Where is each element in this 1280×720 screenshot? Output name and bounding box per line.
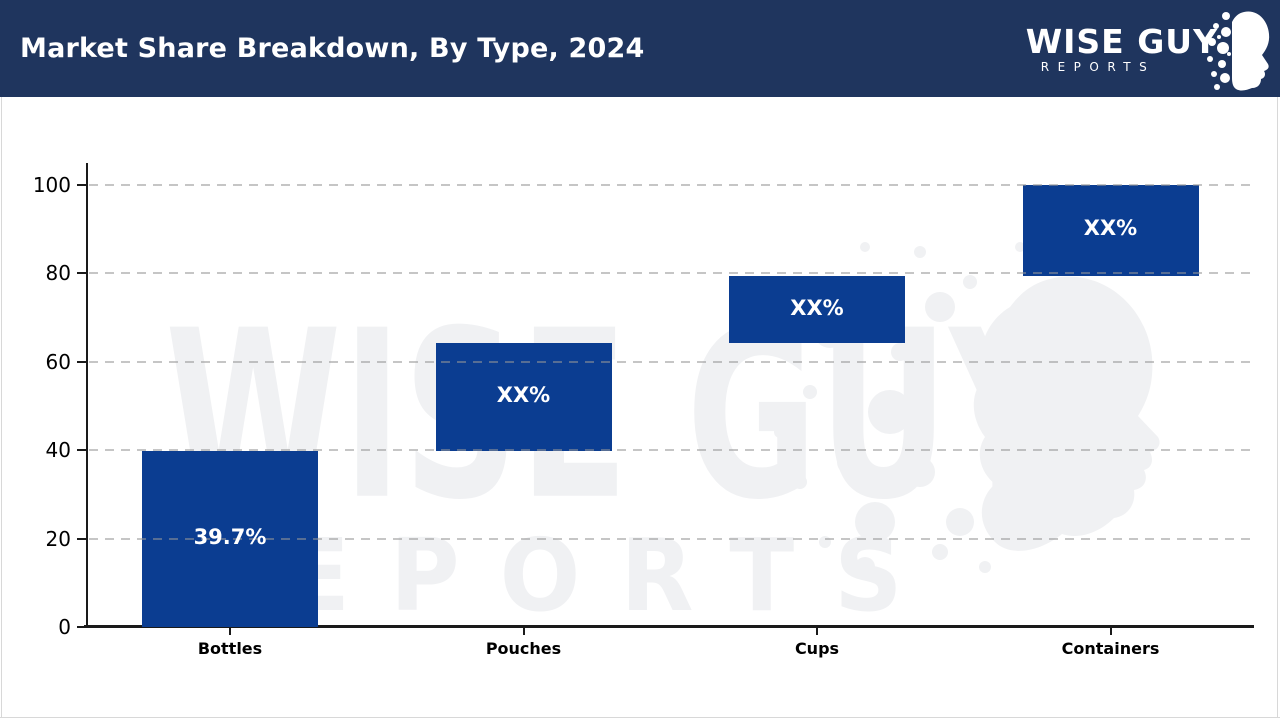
x-category-label: Pouches [485, 639, 562, 658]
page-title: Market Share Breakdown, By Type, 2024 [20, 33, 645, 64]
x-category-label: Containers [1061, 639, 1160, 658]
y-tick-mark [77, 272, 87, 274]
gridline-60 [89, 360, 1253, 363]
x-tick-mark [816, 627, 818, 635]
page-bottom-border [0, 717, 1280, 718]
logo-subtitle: REPORTS [1040, 59, 1156, 74]
logo-wordmark: WISE GUY [1025, 21, 1218, 61]
y-tick-label: 80 [45, 261, 71, 285]
x-axis-line [84, 625, 1254, 628]
bar-value-label: XX% [790, 295, 844, 320]
x-category-label: Bottles [197, 639, 263, 658]
x-tick-mark [229, 627, 231, 635]
y-tick-mark [77, 183, 87, 186]
gridline-100 [89, 183, 1253, 186]
y-tick-label: 20 [45, 526, 71, 551]
gridline-40 [89, 449, 1253, 451]
gridline-20 [89, 537, 1253, 540]
wiseguy-face-icon [1207, 11, 1270, 91]
gridline-80 [89, 272, 1253, 274]
y-tick-mark [77, 360, 87, 363]
page-left-border [1, 97, 2, 717]
y-tick-label: 60 [45, 349, 71, 374]
page-right-border [1277, 97, 1278, 717]
y-tick-label: 40 [45, 438, 71, 462]
y-tick-mark [77, 537, 87, 540]
y-axis-line [86, 163, 88, 628]
x-category-label: Cups [794, 639, 840, 658]
bar-value-label: 39.7% [193, 525, 267, 550]
header-bar: Market Share Breakdown, By Type, 2024 WI… [0, 0, 1280, 97]
waterfall-bar-cups [729, 276, 905, 343]
x-tick-mark [522, 627, 525, 635]
y-tick-label: 100 [32, 172, 71, 197]
wiseguy-logo: WISE GUY REPORTS [1026, 0, 1276, 97]
logo-text: WISE GUY REPORTS [1026, 25, 1218, 73]
waterfall-bar-containers [1022, 184, 1199, 277]
y-tick-mark [77, 626, 87, 628]
y-tick-label: 0 [58, 615, 71, 639]
bar-value-label: XX% [1083, 216, 1138, 241]
y-tick-mark [77, 449, 87, 451]
x-tick-mark [1109, 627, 1112, 635]
bar-value-label: XX% [496, 383, 551, 408]
